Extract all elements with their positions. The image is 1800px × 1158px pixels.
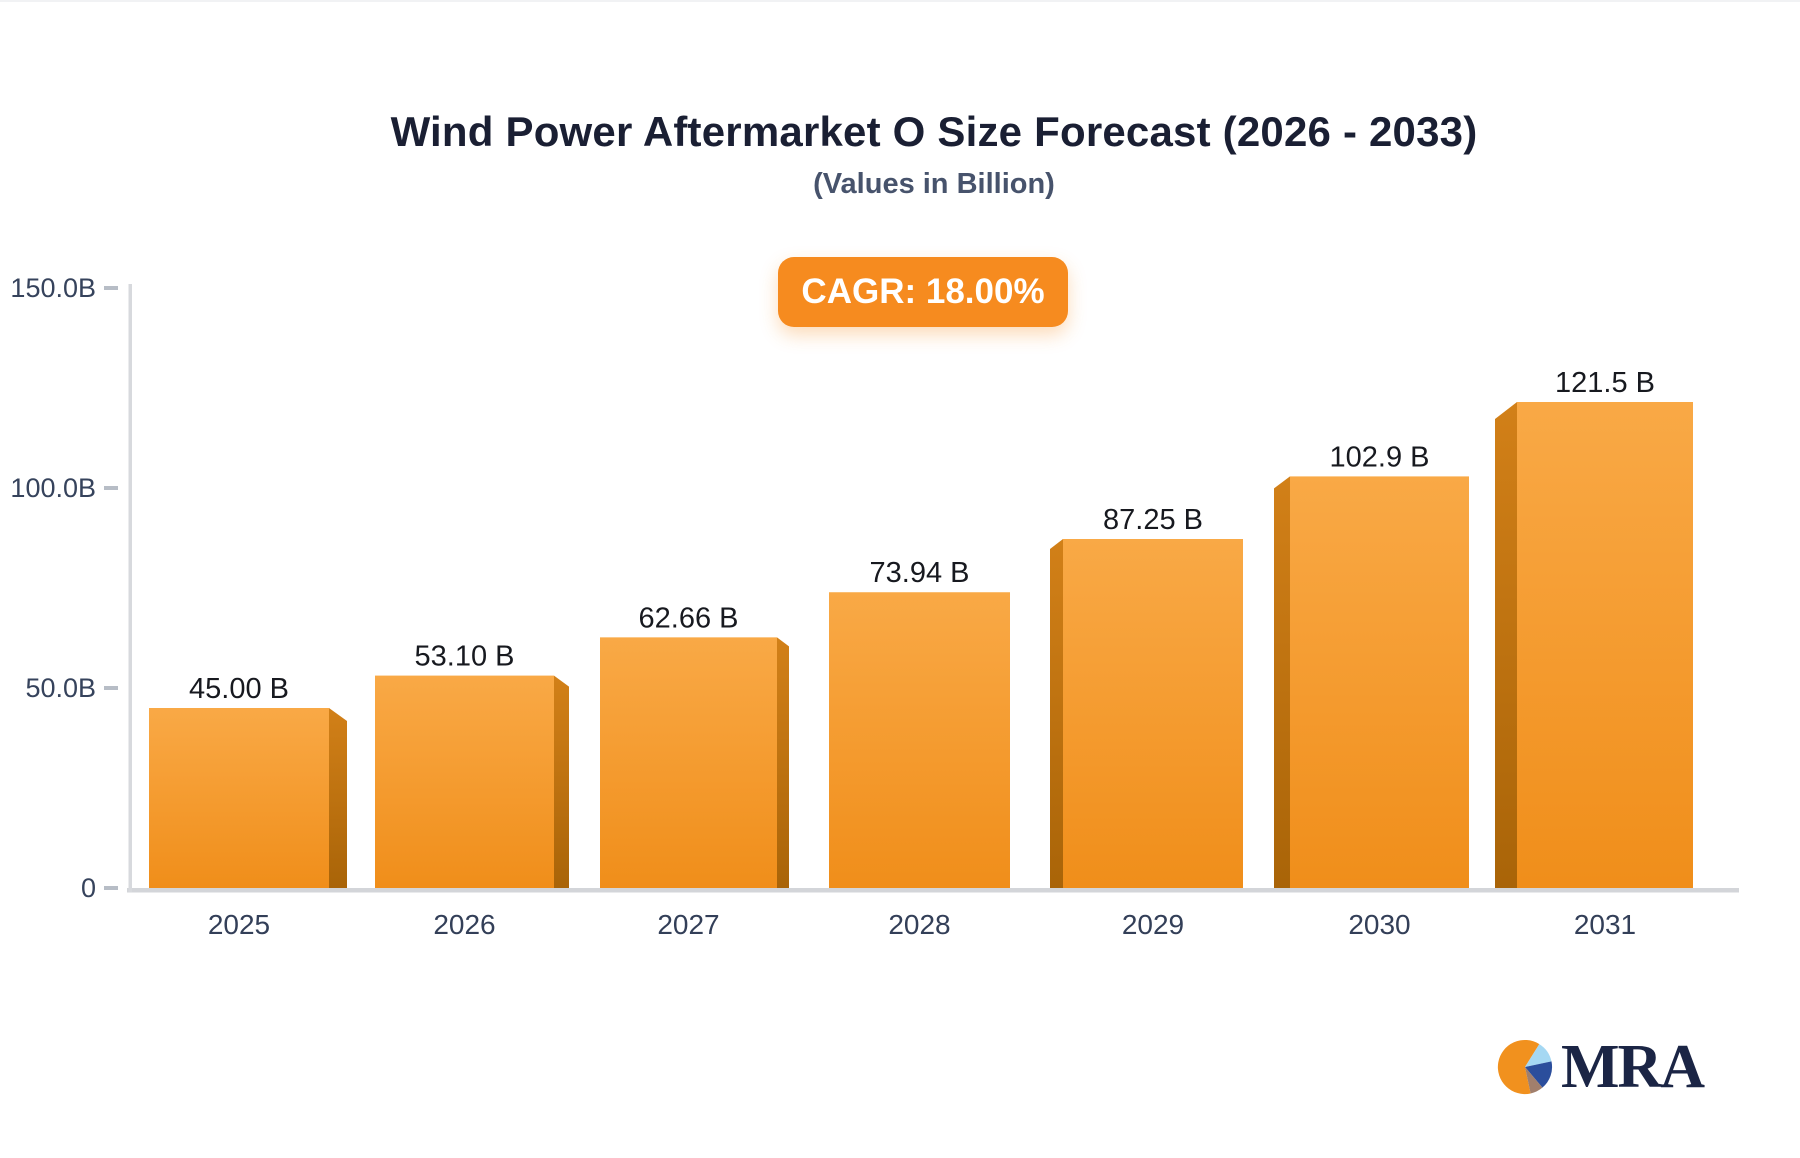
y-tick-dash bbox=[104, 886, 118, 890]
bar-2025 bbox=[149, 708, 329, 888]
page-title: Wind Power Aftermarket O Size Forecast (… bbox=[390, 108, 1478, 155]
bar-value-label: 53.10 B bbox=[415, 641, 515, 673]
logo-text: MRA bbox=[1561, 1033, 1705, 1101]
bar-side-face-2030 bbox=[1274, 476, 1290, 888]
y-tick-dash bbox=[104, 686, 118, 690]
x-axis-label: 2027 bbox=[657, 909, 719, 940]
bar-2031 bbox=[1517, 402, 1693, 888]
bar-2026 bbox=[375, 675, 554, 888]
y-tick-label: 150.0B bbox=[10, 273, 96, 303]
y-tick-label: 0 bbox=[81, 873, 96, 903]
bar-side-face-2031 bbox=[1495, 402, 1517, 888]
cagr-badge-label: CAGR: 18.00% bbox=[801, 272, 1045, 311]
bar-2029 bbox=[1063, 539, 1243, 888]
bar-side-face-2025 bbox=[329, 708, 347, 888]
bar-value-label: 121.5 B bbox=[1555, 367, 1655, 399]
x-axis-label: 2030 bbox=[1348, 909, 1410, 940]
bar-value-label: 62.66 B bbox=[639, 602, 739, 634]
bar-value-label: 73.94 B bbox=[870, 557, 970, 589]
bar-2027 bbox=[600, 637, 777, 888]
mra-logo: MRA bbox=[1496, 1033, 1705, 1101]
x-axis-label: 2025 bbox=[208, 909, 270, 940]
x-axis-label: 2026 bbox=[433, 909, 495, 940]
x-axis-label: 2028 bbox=[888, 909, 950, 940]
bar-value-label: 45.00 B bbox=[189, 673, 289, 705]
y-tick-label: 100.0B bbox=[10, 473, 96, 503]
x-axis-label: 2029 bbox=[1122, 909, 1184, 940]
plot-area: 0 50.0B 100.0B 150.0B 45.00 B 2025 53.10 B 2026… bbox=[10, 273, 1739, 940]
bar-value-label: 87.25 B bbox=[1103, 504, 1203, 536]
cagr-badge: CAGR: 18.00% bbox=[778, 257, 1068, 327]
y-tick-dash bbox=[104, 486, 118, 490]
bar-2030 bbox=[1290, 476, 1469, 888]
x-axis-label: 2031 bbox=[1574, 909, 1636, 940]
y-tick-label: 50.0B bbox=[25, 673, 96, 703]
page-subtitle: (Values in Billion) bbox=[813, 168, 1055, 200]
pie-logo-icon bbox=[1497, 1039, 1553, 1095]
bar-side-face-2029 bbox=[1050, 539, 1063, 888]
bar-side-face-2027 bbox=[777, 637, 789, 888]
x-axis-baseline bbox=[127, 888, 1739, 893]
bar-2028 bbox=[829, 592, 1010, 888]
y-tick-dash bbox=[104, 286, 118, 290]
bar-side-face-2026 bbox=[554, 675, 569, 888]
bar-value-label: 102.9 B bbox=[1330, 441, 1430, 473]
y-axis-line bbox=[128, 284, 132, 892]
